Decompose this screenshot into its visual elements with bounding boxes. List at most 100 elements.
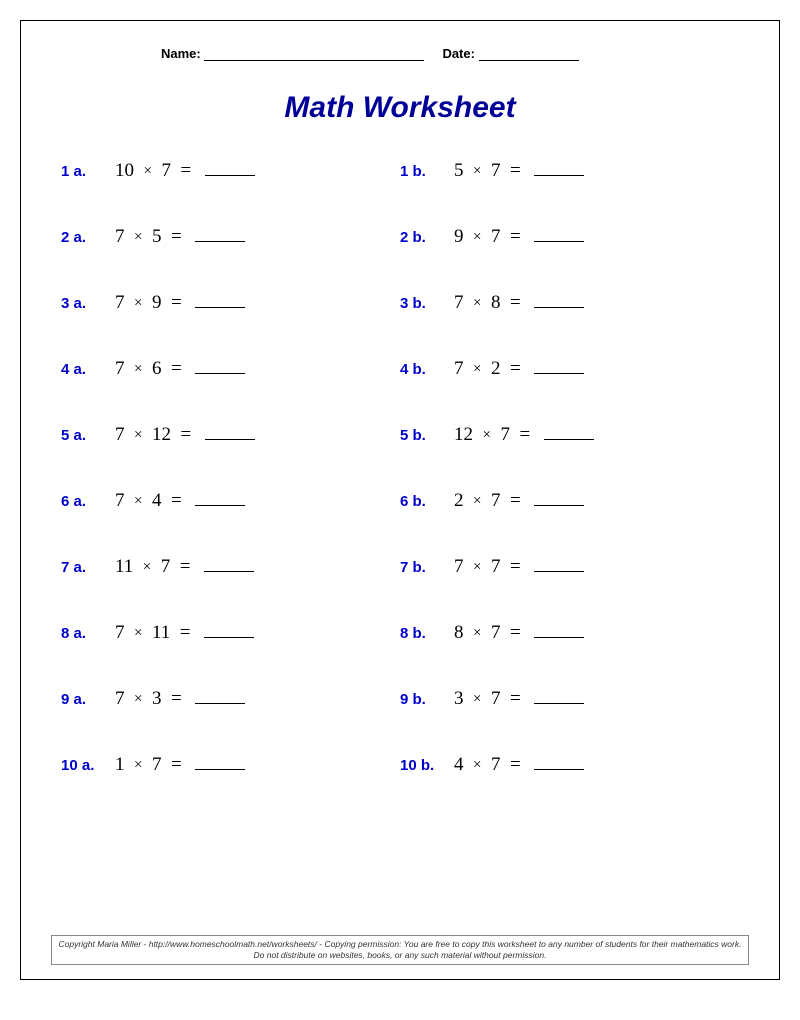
problem-label: 1 a. xyxy=(61,163,115,180)
problem-expression: 7 × 12 = xyxy=(115,424,255,446)
problem-cell: 3 b.7 × 8 = xyxy=(400,292,739,314)
answer-blank[interactable] xyxy=(204,623,254,638)
operator: × xyxy=(473,625,481,641)
problem-label: 7 b. xyxy=(400,559,454,576)
answer-blank[interactable] xyxy=(534,755,584,770)
problem-row: 2 a.7 × 5 = 2 b.9 × 7 = xyxy=(61,226,739,248)
operand-left: 4 xyxy=(454,754,464,775)
operand-left: 7 xyxy=(115,688,125,709)
operand-left: 5 xyxy=(454,160,464,181)
problem-label: 7 a. xyxy=(61,559,115,576)
problem-cell: 8 a.7 × 11 = xyxy=(61,622,400,644)
problem-cell: 3 a.7 × 9 = xyxy=(61,292,400,314)
answer-blank[interactable] xyxy=(534,359,584,374)
operand-left: 2 xyxy=(454,490,464,511)
name-blank[interactable] xyxy=(204,48,424,61)
operator: × xyxy=(473,361,481,377)
answer-blank[interactable] xyxy=(195,689,245,704)
operand-left: 7 xyxy=(115,424,125,445)
operand-left: 7 xyxy=(454,292,464,313)
worksheet-page: Name: Date: Math Worksheet 1 a.10 × 7 = … xyxy=(20,20,780,980)
problem-row: 4 a.7 × 6 = 4 b.7 × 2 = xyxy=(61,358,739,380)
problem-cell: 9 a.7 × 3 = xyxy=(61,688,400,710)
operator: × xyxy=(473,559,481,575)
equals-sign: = xyxy=(180,622,191,643)
operand-left: 7 xyxy=(115,292,125,313)
problem-row: 8 a.7 × 11 = 8 b.8 × 7 = xyxy=(61,622,739,644)
equals-sign: = xyxy=(510,754,521,775)
answer-blank[interactable] xyxy=(534,491,584,506)
problem-expression: 5 × 7 = xyxy=(454,160,584,182)
problem-expression: 7 × 11 = xyxy=(115,622,254,644)
answer-blank[interactable] xyxy=(534,623,584,638)
answer-blank[interactable] xyxy=(195,359,245,374)
operand-right: 7 xyxy=(161,556,171,577)
equals-sign: = xyxy=(180,160,191,181)
equals-sign: = xyxy=(510,490,521,511)
problem-label: 2 a. xyxy=(61,229,115,246)
answer-blank[interactable] xyxy=(205,425,255,440)
problem-row: 1 a.10 × 7 = 1 b.5 × 7 = xyxy=(61,160,739,182)
answer-blank[interactable] xyxy=(534,161,584,176)
problem-label: 4 b. xyxy=(400,361,454,378)
answer-blank[interactable] xyxy=(195,491,245,506)
problem-label: 1 b. xyxy=(400,163,454,180)
problem-expression: 11 × 7 = xyxy=(115,556,254,578)
equals-sign: = xyxy=(510,292,521,313)
problem-cell: 6 b.2 × 7 = xyxy=(400,490,739,512)
operand-left: 8 xyxy=(454,622,464,643)
equals-sign: = xyxy=(171,292,182,313)
answer-blank[interactable] xyxy=(534,293,584,308)
operand-right: 5 xyxy=(152,226,162,247)
problem-expression: 2 × 7 = xyxy=(454,490,584,512)
operator: × xyxy=(134,361,142,377)
answer-blank[interactable] xyxy=(534,689,584,704)
answer-blank[interactable] xyxy=(544,425,594,440)
operand-right: 7 xyxy=(161,160,171,181)
problem-expression: 7 × 7 = xyxy=(454,556,584,578)
operand-left: 3 xyxy=(454,688,464,709)
answer-blank[interactable] xyxy=(534,227,584,242)
answer-blank[interactable] xyxy=(204,557,254,572)
operator: × xyxy=(134,493,142,509)
problem-row: 10 a.1 × 7 = 10 b.4 × 7 = xyxy=(61,754,739,776)
operand-left: 10 xyxy=(115,160,134,181)
operand-right: 11 xyxy=(152,622,170,643)
problem-expression: 10 × 7 = xyxy=(115,160,255,182)
operator: × xyxy=(473,295,481,311)
answer-blank[interactable] xyxy=(195,293,245,308)
header-fields: Name: Date: xyxy=(161,46,749,61)
answer-blank[interactable] xyxy=(195,755,245,770)
equals-sign: = xyxy=(180,424,191,445)
problem-label: 2 b. xyxy=(400,229,454,246)
operator: × xyxy=(134,427,142,443)
problem-cell: 10 b.4 × 7 = xyxy=(400,754,739,776)
operand-right: 3 xyxy=(152,688,162,709)
operand-left: 7 xyxy=(115,226,125,247)
operand-right: 4 xyxy=(152,490,162,511)
problem-expression: 4 × 7 = xyxy=(454,754,584,776)
problem-expression: 7 × 2 = xyxy=(454,358,584,380)
equals-sign: = xyxy=(510,688,521,709)
problem-label: 6 a. xyxy=(61,493,115,510)
operator: × xyxy=(473,691,481,707)
problem-label: 9 a. xyxy=(61,691,115,708)
equals-sign: = xyxy=(180,556,191,577)
answer-blank[interactable] xyxy=(534,557,584,572)
answer-blank[interactable] xyxy=(205,161,255,176)
problem-row: 5 a.7 × 12 = 5 b.12 × 7 = xyxy=(61,424,739,446)
answer-blank[interactable] xyxy=(195,227,245,242)
operator: × xyxy=(134,295,142,311)
operator: × xyxy=(134,691,142,707)
problem-label: 6 b. xyxy=(400,493,454,510)
date-blank[interactable] xyxy=(479,48,579,61)
problem-cell: 1 b.5 × 7 = xyxy=(400,160,739,182)
operand-right: 7 xyxy=(491,622,501,643)
problem-expression: 9 × 7 = xyxy=(454,226,584,248)
operator: × xyxy=(144,163,152,179)
operator: × xyxy=(473,493,481,509)
problem-expression: 12 × 7 = xyxy=(454,424,594,446)
problem-expression: 7 × 6 = xyxy=(115,358,245,380)
operand-left: 7 xyxy=(115,622,125,643)
problem-label: 9 b. xyxy=(400,691,454,708)
